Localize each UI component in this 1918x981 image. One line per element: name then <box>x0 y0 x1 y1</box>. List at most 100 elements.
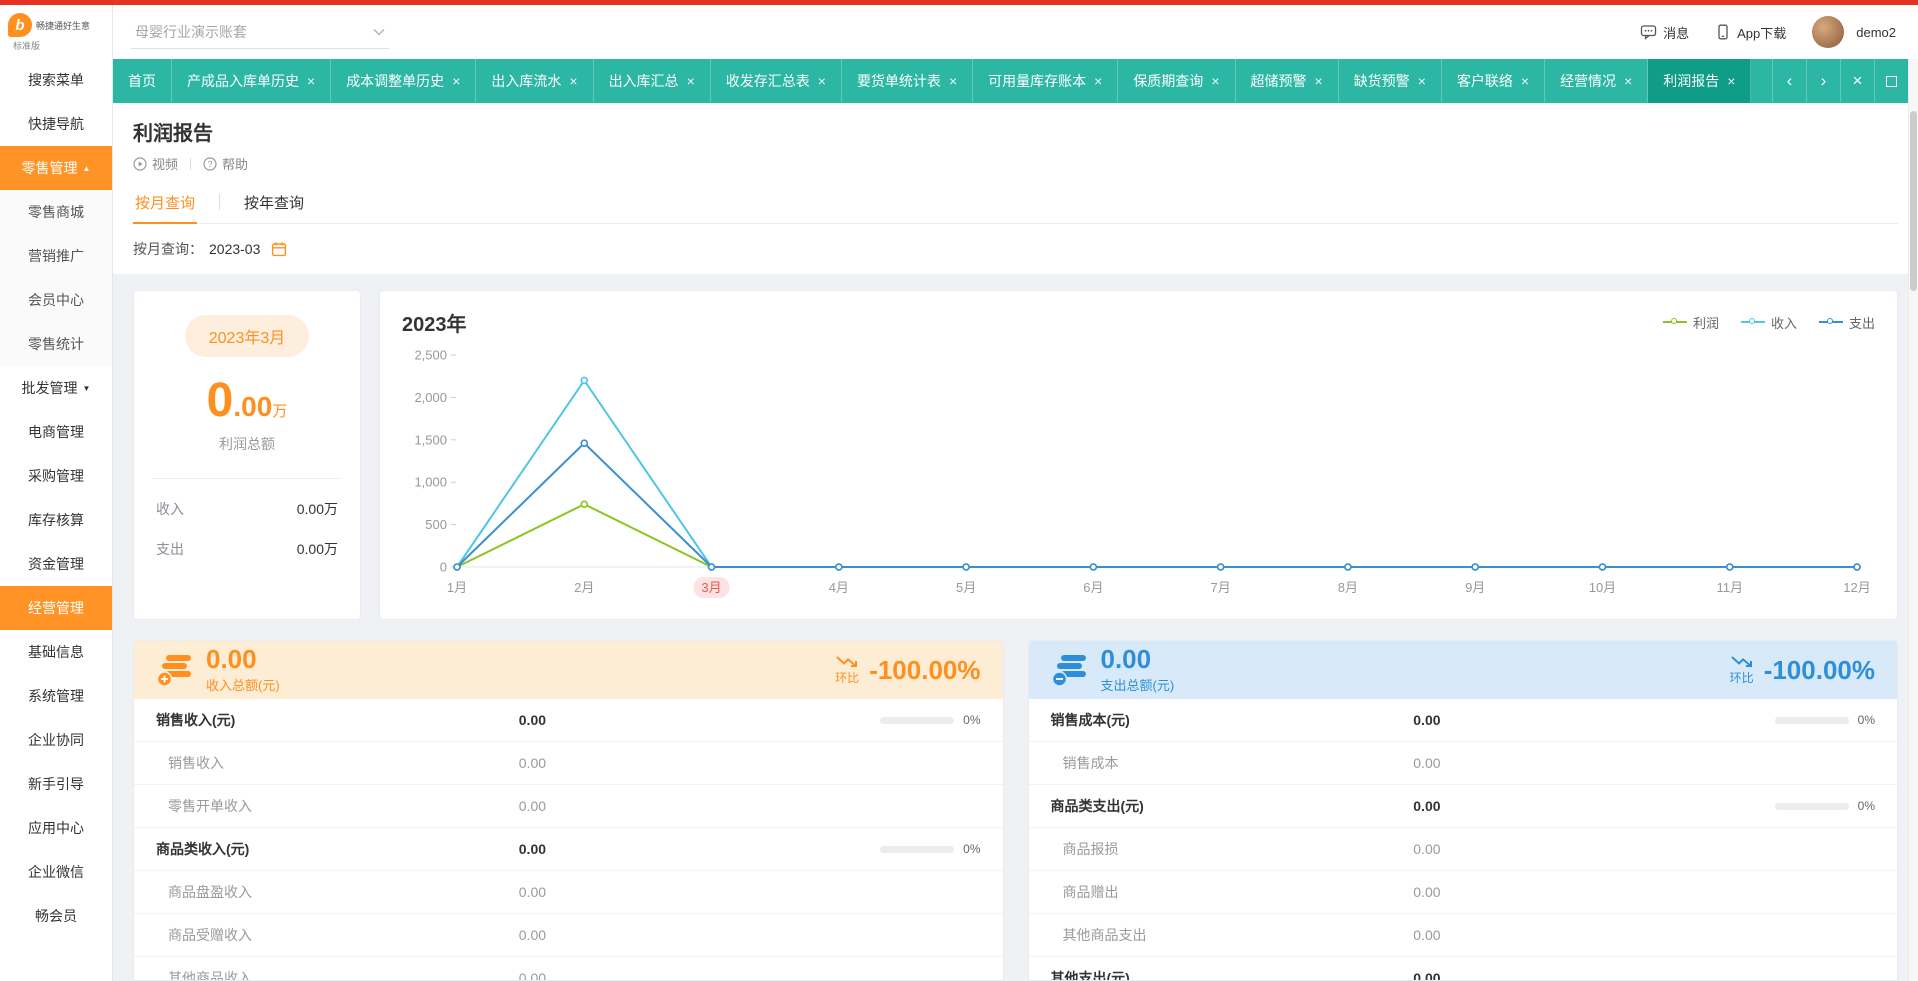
sidebar-item[interactable]: 会员中心 <box>0 278 112 322</box>
tab-close-icon[interactable]: × <box>1211 73 1220 89</box>
row-label: 销售收入 <box>168 755 224 771</box>
row-label: 商品类收入(元) <box>156 841 250 857</box>
sidebar-item[interactable]: 搜索菜单 <box>0 58 112 102</box>
query-tabs: 按月查询 按年查询 <box>133 181 1898 224</box>
sidebar-item[interactable]: 企业协同 <box>0 718 112 762</box>
app-download-button[interactable]: App下载 <box>1715 23 1786 42</box>
period-badge: 2023年3月 <box>184 315 310 357</box>
tab-close-icon[interactable]: × <box>569 73 578 89</box>
progress-bar <box>1774 802 1849 810</box>
tab[interactable]: 产成品入库单历史 × <box>172 59 332 103</box>
sidebar-item[interactable]: 零售商城 <box>0 190 112 234</box>
tab-close-icon[interactable]: × <box>817 73 826 89</box>
tab-close-icon[interactable]: × <box>452 73 461 89</box>
tab[interactable]: 经营情况 × <box>1545 59 1649 103</box>
app-logo[interactable]: b 畅捷通好生意 标准版 <box>0 5 112 58</box>
tab[interactable]: 缺货预警 × <box>1339 59 1442 103</box>
tab[interactable]: 出入库流水 × <box>476 59 594 103</box>
tab-controls: ‹ › × <box>1772 59 1908 103</box>
avatar[interactable] <box>1812 16 1845 48</box>
sidebar-item[interactable]: 库存核算 <box>0 498 112 542</box>
tab-close-icon[interactable]: × <box>307 73 316 89</box>
tab-close-icon[interactable]: × <box>1520 73 1530 89</box>
sidebar-item[interactable]: 系统管理 <box>0 674 112 718</box>
tab-label: 缺货预警 <box>1353 73 1410 89</box>
sidebar-item[interactable]: 快捷导航 <box>0 102 112 146</box>
chevron-down-icon: ▼ <box>82 383 91 393</box>
month-picker-value[interactable]: 2023-03 <box>209 241 261 257</box>
sidebar-item[interactable]: 畅会员 <box>0 894 112 938</box>
account-select[interactable]: 母婴行业演示账套 <box>131 15 389 49</box>
sidebar-item[interactable]: 企业微信 <box>0 850 112 894</box>
tab[interactable]: 收发存汇总表 × <box>711 59 842 103</box>
username[interactable]: demo2 <box>1856 24 1896 40</box>
sidebar-item[interactable]: 新手引导 <box>0 762 112 806</box>
sidebar-item[interactable]: 零售管理 ▲ <box>0 146 112 190</box>
scrollbar-thumb[interactable] <box>1910 111 1917 291</box>
legend-item[interactable]: 利润 <box>1662 313 1719 332</box>
legend-item[interactable]: 支出 <box>1818 313 1875 332</box>
row-value: 0.00 <box>1413 798 1441 814</box>
filter-label: 按月查询： <box>133 241 203 257</box>
sidebar-item-label: 系统管理 <box>28 688 84 704</box>
sidebar-item[interactable]: 零售统计 <box>0 322 112 366</box>
tab[interactable]: 超储预警 × <box>1236 59 1339 103</box>
vertical-scrollbar[interactable] <box>1908 59 1918 981</box>
messages-button[interactable]: 消息 <box>1640 23 1689 42</box>
tab-close-icon[interactable]: × <box>948 73 958 89</box>
tabs-scroll-right-button[interactable]: › <box>1806 59 1840 103</box>
tab[interactable]: 利润报告 × <box>1648 59 1752 103</box>
tab[interactable]: 成本调整单历史 × <box>331 59 477 103</box>
sidebar-item[interactable]: 电商管理 <box>0 410 112 454</box>
legend-item[interactable]: 收入 <box>1740 313 1797 332</box>
calendar-icon[interactable] <box>271 241 287 257</box>
tab-yearly-query[interactable]: 按年查询 <box>244 195 305 212</box>
tab[interactable]: 保质期查询 × <box>1118 59 1236 103</box>
help-link[interactable]: ? 帮助 <box>203 154 248 173</box>
tab-close-icon[interactable]: × <box>1094 73 1103 89</box>
tab-label: 收发存汇总表 <box>725 73 810 89</box>
fullscreen-button[interactable] <box>1874 59 1908 103</box>
income-total-label: 收入总额(元) <box>206 677 280 693</box>
svg-text:3月: 3月 <box>701 580 721 595</box>
svg-text:12月: 12月 <box>1843 580 1870 595</box>
table-row: 商品盘盈收入 0.00 <box>134 871 1003 914</box>
row-value: 0.00 <box>1413 841 1441 857</box>
tab-list: 首页 产成品入库单历史 × 成本调整单历史 × 出入库流水 × 出入库汇总 × 收发存汇总表 × 要货… <box>113 59 1752 103</box>
tab-close-icon[interactable]: × <box>1727 73 1736 89</box>
sidebar-item[interactable]: 批发管理 ▼ <box>0 366 112 410</box>
phone-icon <box>1718 24 1728 40</box>
tab-close-icon[interactable]: × <box>686 73 695 89</box>
tab[interactable]: 客户联络 × <box>1442 59 1546 103</box>
svg-text:2,500: 2,500 <box>414 348 447 363</box>
tab-close-icon[interactable]: × <box>1624 73 1633 89</box>
tabs-scroll-left-button[interactable]: ‹ <box>1772 59 1806 103</box>
summary-income-row: 收入 0.00万 <box>134 499 360 519</box>
tab[interactable]: 可用量库存账本 × <box>973 59 1119 103</box>
tab-close-icon[interactable]: × <box>1417 73 1426 89</box>
divider <box>219 194 221 210</box>
tab[interactable]: 首页 <box>113 59 172 103</box>
tab-close-icon[interactable]: × <box>1314 73 1323 89</box>
table-row: 商品类支出(元) 0.00 0% <box>1028 785 1897 828</box>
edition-label: 标准版 <box>13 41 41 51</box>
close-tabs-button[interactable]: × <box>1840 59 1874 103</box>
tab-label: 可用量库存账本 <box>988 73 1087 89</box>
svg-text:9月: 9月 <box>1465 580 1485 595</box>
sidebar-item[interactable]: 营销推广 <box>0 234 112 278</box>
sidebar-item[interactable]: 基础信息 <box>0 630 112 674</box>
tab[interactable]: 要货单统计表 × <box>842 59 974 103</box>
sidebar-item[interactable]: 应用中心 <box>0 806 112 850</box>
income-rows: 销售收入(元) 0.00 0% 销售收入 0.00 零售开单收入 0.00 商品类收入(元) 0… <box>134 699 1003 980</box>
tab-label: 保质期查询 <box>1133 73 1204 89</box>
sidebar-item[interactable]: 采购管理 <box>0 454 112 498</box>
tab-monthly-query[interactable]: 按月查询 <box>133 181 198 224</box>
sidebar-item[interactable]: 资金管理 <box>0 542 112 586</box>
sidebar-item[interactable]: 经营管理 <box>0 586 112 630</box>
row-label: 其他支出(元) <box>1050 970 1130 981</box>
row-progress: 0% <box>880 713 981 727</box>
sidebar: b 畅捷通好生意 标准版 搜索菜单 快捷导航 零售管理 ▲ 零售商城 营销推广 会员中心 零售… <box>0 5 113 981</box>
tab[interactable]: 出入库汇总 × <box>594 59 711 103</box>
legend-label: 支出 <box>1848 315 1875 331</box>
video-link[interactable]: 视频 <box>133 154 178 173</box>
